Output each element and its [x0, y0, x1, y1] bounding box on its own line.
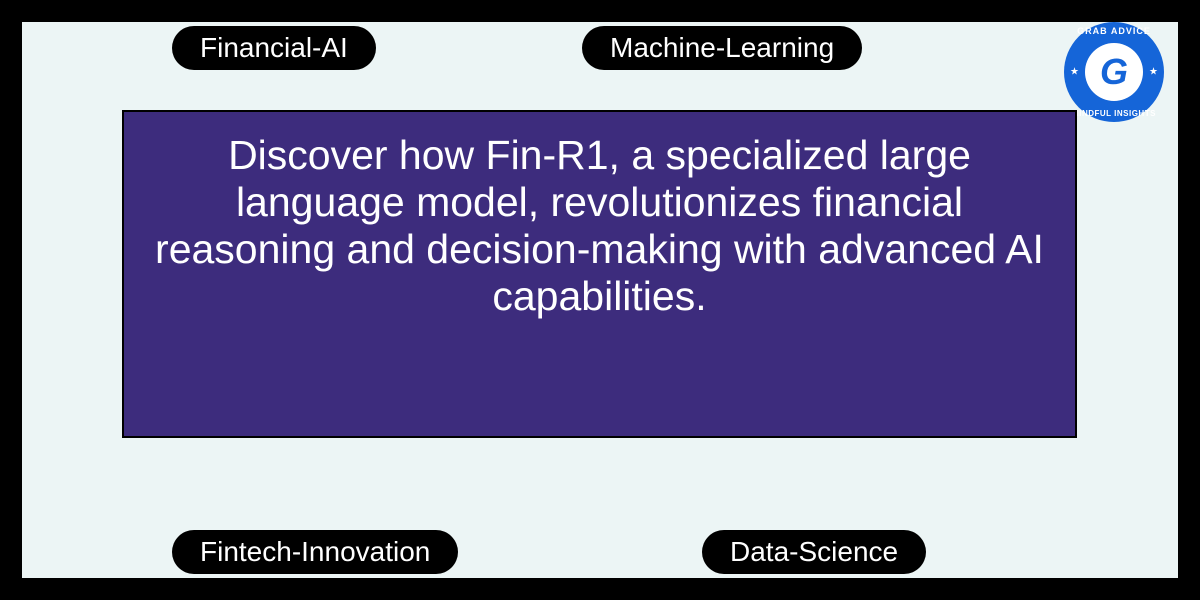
tag-data-science: Data-Science — [702, 530, 926, 574]
outer-frame: Financial-AI Machine-Learning Fintech-In… — [0, 0, 1200, 600]
logo-bottom-text: MINDFUL INSIGHTS — [1072, 109, 1156, 118]
main-banner: Discover how Fin-R1, a specialized large… — [122, 110, 1077, 438]
tag-fintech-innovation: Fintech-Innovation — [172, 530, 458, 574]
tag-financial-ai: Financial-AI — [172, 26, 376, 70]
tag-machine-learning: Machine-Learning — [582, 26, 862, 70]
main-banner-text: Discover how Fin-R1, a specialized large… — [148, 132, 1051, 321]
logo-ring-text: GRAB ADVICE MINDFUL INSIGHTS ★ ★ — [1064, 22, 1164, 122]
logo-circle: GRAB ADVICE MINDFUL INSIGHTS ★ ★ G — [1064, 22, 1164, 122]
star-icon: ★ — [1149, 67, 1158, 78]
logo-top-text: GRAB ADVICE — [1077, 26, 1151, 36]
star-icon: ★ — [1070, 67, 1079, 78]
logo-badge: GRAB ADVICE MINDFUL INSIGHTS ★ ★ G — [1064, 22, 1164, 122]
inner-canvas: Financial-AI Machine-Learning Fintech-In… — [22, 22, 1178, 578]
